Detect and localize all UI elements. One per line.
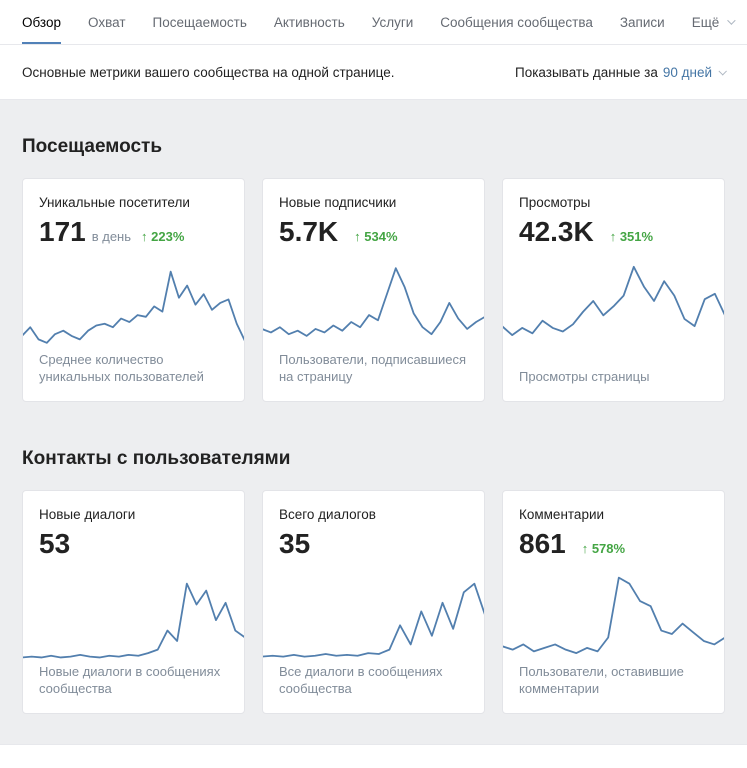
chevron-down-icon bbox=[727, 16, 736, 25]
next-section-strip bbox=[0, 744, 747, 768]
card-caption: Просмотры страницы bbox=[519, 368, 650, 384]
tab-more-label: Ещё bbox=[691, 14, 720, 30]
card-new-dialogs: Новые диалоги 53 Новые диалоги в сообщен… bbox=[22, 490, 245, 714]
stats-tabs: Обзор Охват Посещаемость Активность Услу… bbox=[0, 0, 747, 44]
tab-overview[interactable]: Обзор bbox=[22, 0, 61, 44]
card-comments: Комментарии 861 ↑ 578% Пользователи, ост… bbox=[502, 490, 725, 714]
tab-posts-label: Записи bbox=[619, 14, 665, 30]
tab-community-messages[interactable]: Сообщения сообщества bbox=[440, 0, 593, 44]
stats-nav-bar: Обзор Охват Посещаемость Активность Услу… bbox=[0, 0, 747, 45]
card-title: Уникальные посетители bbox=[39, 195, 190, 210]
tab-reach[interactable]: Охват bbox=[88, 0, 126, 44]
tab-community-messages-label: Сообщения сообщества bbox=[440, 14, 593, 30]
card-value: 861 bbox=[519, 528, 566, 559]
chevron-down-icon bbox=[718, 67, 727, 76]
card-title: Новые подписчики bbox=[279, 195, 397, 210]
card-caption: Все диалоги в сообщениях сообщества bbox=[279, 663, 443, 696]
card-value: 5.7K bbox=[279, 216, 339, 247]
tab-posts[interactable]: Записи bbox=[620, 0, 665, 44]
tab-visits-label: Посещаемость bbox=[152, 14, 247, 30]
sparkline-chart bbox=[262, 256, 485, 351]
card-delta: ↑ 223% bbox=[141, 229, 185, 244]
card-title: Новые диалоги bbox=[39, 507, 136, 522]
tab-services-label: Услуги bbox=[371, 14, 414, 30]
tab-activity-label: Активность bbox=[273, 14, 345, 30]
card-caption: Пользователи, подписавшиеся на страницу bbox=[279, 351, 467, 384]
contacts-cards-row: Новые диалоги 53 Новые диалоги в сообщен… bbox=[22, 490, 725, 714]
sparkline-chart bbox=[262, 568, 485, 663]
sparkline-chart bbox=[22, 256, 245, 351]
card-caption: Новые диалоги в сообщениях сообщества bbox=[39, 663, 221, 696]
card-unique-visitors: Уникальные посетители 171 в день ↑ 223% … bbox=[22, 178, 245, 402]
card-title: Просмотры bbox=[519, 195, 591, 210]
tab-services[interactable]: Услуги bbox=[372, 0, 414, 44]
period-value[interactable]: 90 дней bbox=[662, 64, 712, 80]
card-title: Всего диалогов bbox=[279, 507, 376, 522]
card-caption: Среднее количество уникальных пользовате… bbox=[39, 351, 204, 384]
tab-overview-label: Обзор bbox=[22, 14, 61, 30]
tab-reach-label: Охват bbox=[88, 14, 126, 30]
period-label: Показывать данные за bbox=[515, 64, 658, 80]
card-title: Комментарии bbox=[519, 507, 605, 522]
card-delta: ↑ 534% bbox=[354, 229, 398, 244]
tab-visits[interactable]: Посещаемость bbox=[153, 0, 247, 44]
card-value: 42.3K bbox=[519, 216, 594, 247]
subheader: Основные метрики вашего сообщества на од… bbox=[0, 45, 747, 100]
period-selector[interactable]: Показывать данные за 90 дней bbox=[515, 64, 727, 80]
card-value: 171 bbox=[39, 216, 86, 247]
card-total-dialogs: Всего диалогов 35 Все диалоги в сообщени… bbox=[262, 490, 485, 714]
tab-more[interactable]: Ещё bbox=[691, 0, 736, 44]
card-value: 53 bbox=[39, 528, 71, 559]
section-title-visits: Посещаемость bbox=[22, 136, 163, 157]
card-delta: ↑ 351% bbox=[609, 229, 654, 244]
sparkline-chart bbox=[22, 568, 245, 663]
page-description: Основные метрики вашего сообщества на од… bbox=[22, 64, 395, 80]
stats-content: Посещаемость Уникальные посетители 171 в… bbox=[0, 136, 747, 714]
card-caption: Пользователи, оставившие комментарии bbox=[519, 663, 684, 696]
tab-activity[interactable]: Активность bbox=[274, 0, 345, 44]
sparkline-chart bbox=[502, 256, 725, 354]
section-title-contacts: Контакты с пользователями bbox=[22, 448, 291, 469]
visits-cards-row: Уникальные посетители 171 в день ↑ 223% … bbox=[22, 178, 725, 402]
card-views: Просмотры 42.3K ↑ 351% Просмотры страниц… bbox=[502, 178, 725, 402]
card-value: 35 bbox=[279, 528, 311, 559]
card-delta: ↑ 578% bbox=[581, 541, 626, 556]
card-value-suffix: в день bbox=[91, 229, 132, 244]
sparkline-chart bbox=[502, 568, 725, 663]
card-new-subscribers: Новые подписчики 5.7K ↑ 534% Пользовател… bbox=[262, 178, 485, 402]
